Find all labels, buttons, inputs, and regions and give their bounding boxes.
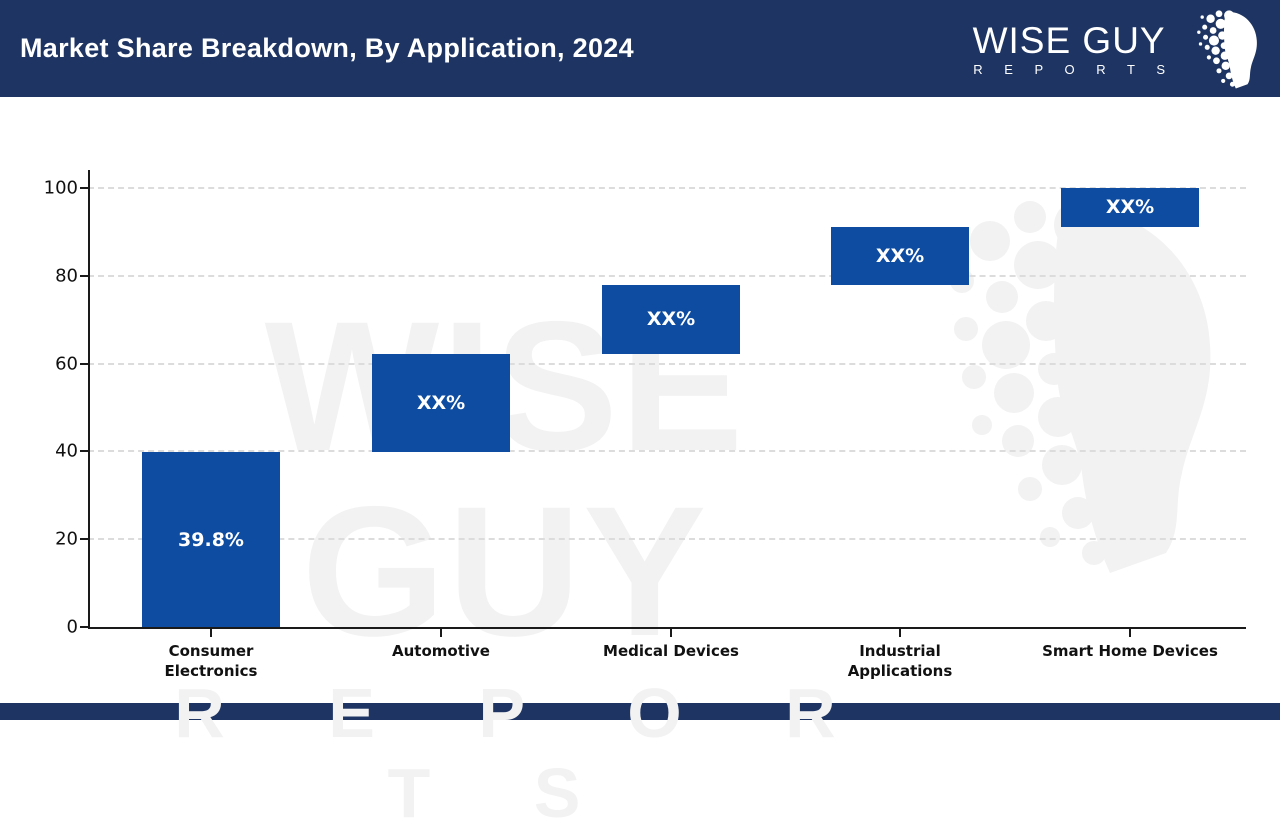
bar-value-label: 39.8%	[178, 528, 244, 551]
category-label: Medical Devices	[603, 642, 739, 660]
gridline	[88, 450, 1246, 453]
bar-smart-home-devices: XX%	[1061, 188, 1199, 227]
logo-wordmark: WISE GUY	[972, 19, 1166, 61]
y-axis-tick	[80, 187, 88, 189]
wise-guy-reports-logo: WISE GUY R E P O R T S	[964, 7, 1262, 91]
header-bar: Market Share Breakdown, By Application, …	[0, 0, 1280, 97]
bar-medical-devices: XX%	[602, 284, 740, 354]
y-axis-tick	[80, 274, 88, 277]
bar-value-label: XX%	[1105, 196, 1155, 219]
y-axis-tick	[80, 626, 88, 628]
x-axis-tick	[210, 629, 212, 637]
y-tick-label: 100	[43, 177, 78, 199]
category-label: Automotive	[392, 642, 490, 660]
x-axis-tick	[899, 629, 901, 637]
y-tick-label: 20	[55, 528, 78, 550]
watermark-line2: R E P O R T S	[174, 674, 878, 832]
page-title: Market Share Breakdown, By Application, …	[20, 33, 634, 63]
y-axis-tick	[80, 450, 88, 453]
y-tick-label: 80	[55, 265, 78, 287]
footer-bar	[0, 703, 1280, 720]
bar-industrial-applications: XX%	[831, 226, 969, 285]
bar-value-label: XX%	[416, 392, 466, 415]
x-axis-line	[88, 627, 1246, 629]
category-label: Industrial Applications	[847, 642, 953, 681]
x-axis-tick	[1129, 629, 1131, 637]
y-axis-line	[88, 170, 90, 629]
y-tick-label: 60	[55, 353, 78, 375]
category-label: Smart Home Devices	[1042, 642, 1218, 660]
gridline	[88, 274, 1246, 277]
x-axis-tick	[440, 629, 442, 637]
bar-consumer-electronics: 39.8%	[142, 452, 280, 627]
y-axis-tick	[80, 538, 88, 541]
bar-value-label: XX%	[875, 244, 925, 267]
gridline	[88, 362, 1246, 365]
bar-value-label: XX%	[646, 308, 696, 331]
gridline	[88, 187, 1246, 189]
y-tick-label: 0	[66, 616, 78, 638]
category-label: Consumer Electronics	[164, 642, 258, 681]
y-tick-label: 40	[55, 440, 78, 462]
bar-automotive: XX%	[372, 353, 510, 453]
gridline	[88, 538, 1246, 541]
logo-head-icon	[1197, 9, 1257, 88]
logo-text: WISE GUY R E P O R T S	[964, 22, 1174, 76]
logo-subtitle: R E P O R T S	[973, 61, 1174, 77]
y-axis-tick	[80, 362, 88, 365]
x-axis-tick	[670, 629, 672, 637]
